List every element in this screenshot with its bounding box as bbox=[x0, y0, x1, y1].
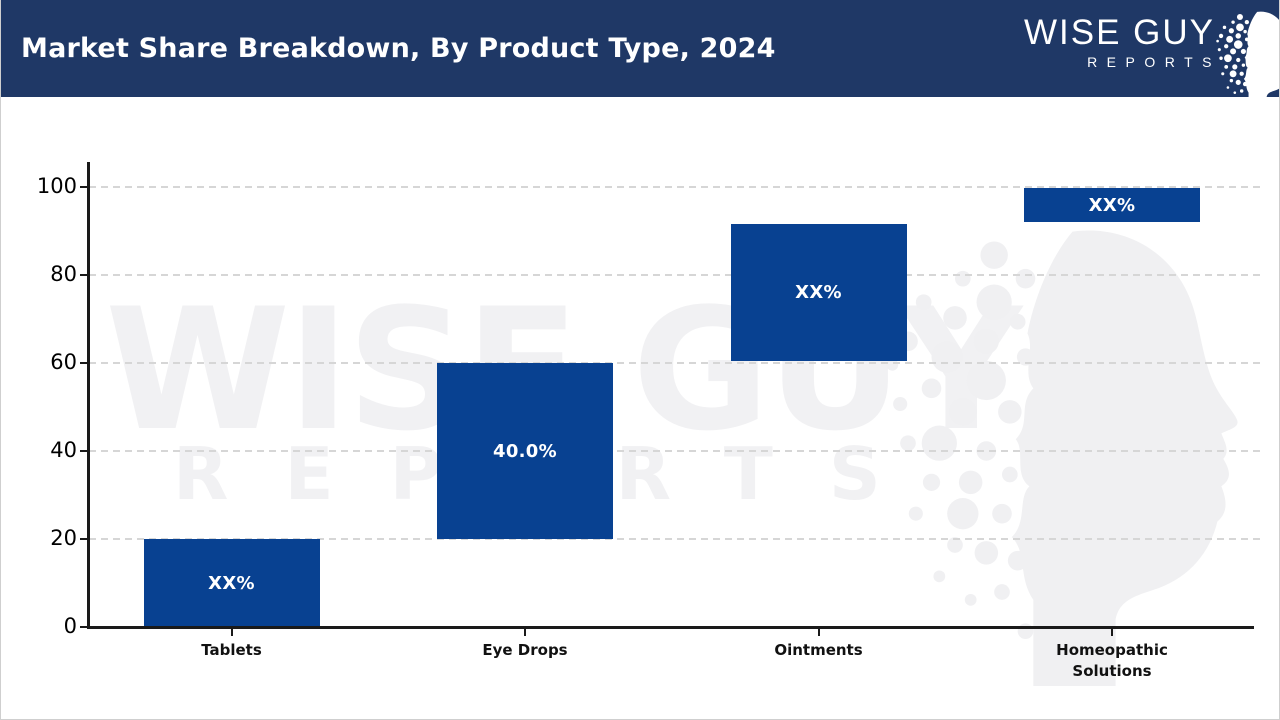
x-category-label-line: Homeopathic bbox=[1056, 641, 1168, 659]
x-tick-mark bbox=[230, 628, 233, 636]
x-tick-mark bbox=[1111, 628, 1113, 636]
x-tick-mark bbox=[817, 628, 820, 636]
y-tick-mark-0 bbox=[80, 626, 88, 628]
gridline-60 bbox=[89, 362, 1263, 364]
x-category-label: Tablets bbox=[112, 640, 352, 661]
header-bar: Market Share Breakdown, By Product Type,… bbox=[1, 0, 1279, 97]
y-tick-mark-80 bbox=[80, 274, 88, 276]
gridline-100 bbox=[89, 186, 1263, 188]
bar-value-label: XX% bbox=[1088, 194, 1136, 216]
bar-value-label: XX% bbox=[795, 281, 842, 303]
y-tick-label-60: 60 bbox=[50, 350, 77, 374]
y-tick-mark-60 bbox=[80, 362, 88, 364]
bar-eye drops: 40.0% bbox=[437, 363, 613, 539]
x-category-label-line: Ointments bbox=[774, 641, 863, 659]
x-tick-mark bbox=[524, 628, 526, 636]
x-axis-spine bbox=[87, 626, 1254, 629]
bar-tablets: XX% bbox=[143, 539, 320, 627]
x-category-label-line: Eye Drops bbox=[482, 641, 568, 659]
y-tick-label-100: 100 bbox=[36, 174, 77, 198]
y-tick-label-20: 20 bbox=[50, 526, 77, 550]
bar-value-label: 40.0% bbox=[493, 440, 557, 462]
x-category-label-line: Tablets bbox=[201, 641, 262, 659]
y-tick-mark-20 bbox=[80, 538, 88, 540]
gridline-80 bbox=[89, 274, 1263, 276]
brand-logo-subname: REPORTS bbox=[1087, 53, 1221, 70]
brand-logo-name: WISE GUY bbox=[1023, 13, 1215, 52]
y-tick-label-80: 80 bbox=[50, 262, 77, 286]
x-category-label: Eye Drops bbox=[405, 640, 645, 661]
chart-title: Market Share Breakdown, By Product Type,… bbox=[21, 33, 776, 64]
bar-homeopathic-solutions: XX% bbox=[1024, 188, 1200, 223]
y-tick-mark-40 bbox=[80, 450, 88, 452]
bar-value-label: XX% bbox=[208, 572, 255, 594]
x-category-label: Homeopathic Solutions bbox=[992, 640, 1232, 682]
y-tick-mark-100 bbox=[80, 186, 88, 188]
y-axis-spine bbox=[87, 162, 90, 628]
y-tick-label-0: 0 bbox=[63, 614, 77, 638]
gridline-20 bbox=[89, 538, 1263, 540]
x-category-label-line: Solutions bbox=[1072, 662, 1152, 680]
x-category-label: Ointments bbox=[699, 640, 939, 661]
y-tick-label-40: 40 bbox=[50, 438, 77, 462]
bar-ointments: XX% bbox=[730, 223, 907, 361]
gridline-40 bbox=[89, 450, 1263, 452]
brand-logo: WISE GUY REPORTS bbox=[1023, 13, 1215, 69]
